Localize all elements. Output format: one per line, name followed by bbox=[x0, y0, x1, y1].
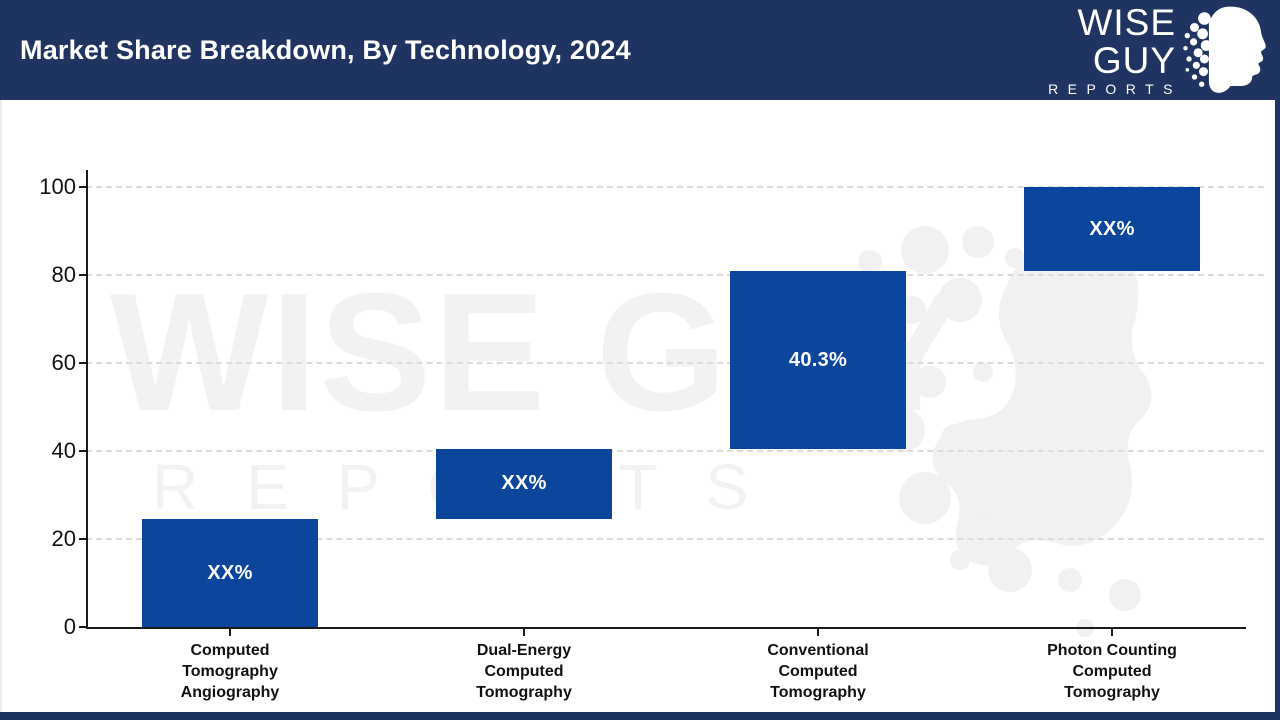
y-tick-mark bbox=[79, 538, 86, 540]
bar-value-label: 40.3% bbox=[788, 348, 848, 371]
bar-value-label: XX% bbox=[1089, 217, 1135, 240]
left-edge-line bbox=[0, 100, 2, 712]
y-gridline bbox=[86, 450, 1264, 452]
page-title: Market Share Breakdown, By Technology, 2… bbox=[20, 34, 631, 65]
footer-strip bbox=[0, 712, 1280, 720]
y-tick-mark bbox=[79, 626, 86, 628]
bar-segment: XX% bbox=[1024, 187, 1200, 272]
bar-value-label: XX% bbox=[207, 561, 253, 584]
category-label: Dual-Energy Computed Tomography bbox=[476, 642, 572, 701]
x-tick-mark bbox=[1111, 629, 1113, 636]
y-tick-label: 60 bbox=[51, 350, 76, 375]
header-bar: Market Share Breakdown, By Technology, 2… bbox=[0, 0, 1280, 100]
x-tick-mark bbox=[229, 629, 231, 636]
x-tick-mark bbox=[523, 629, 525, 636]
bar-segment: XX% bbox=[436, 448, 612, 520]
y-tick-label: 80 bbox=[51, 262, 76, 287]
category-label: Photon Counting Computed Tomography bbox=[1047, 642, 1177, 701]
y-tick-label: 20 bbox=[51, 526, 76, 551]
right-edge-strip bbox=[1275, 100, 1280, 720]
y-gridline bbox=[86, 362, 1264, 364]
x-tick-mark bbox=[817, 629, 819, 636]
category-label: Computed Tomography Angiography bbox=[180, 642, 280, 701]
y-tick-mark bbox=[79, 274, 86, 276]
y-tick-mark bbox=[79, 362, 86, 364]
wiseguy-logo-reports: REPORTS bbox=[1048, 81, 1182, 97]
bar-segment: 40.3% bbox=[730, 271, 906, 449]
wiseguy-logo-text: WISE GUY REPORTS bbox=[1002, 4, 1176, 98]
y-tick-label: 100 bbox=[39, 174, 76, 199]
bar-value-label: XX% bbox=[501, 472, 547, 495]
wiseguy-face-icon bbox=[1183, 6, 1266, 93]
x-axis-line bbox=[86, 627, 1246, 629]
wiseguy-logo-wordmark: WISE GUY bbox=[1077, 2, 1176, 81]
y-gridline bbox=[86, 538, 1264, 540]
y-gridline bbox=[86, 274, 1264, 276]
y-tick-mark bbox=[79, 450, 86, 452]
wiseguy-logo: WISE GUY REPORTS bbox=[1002, 0, 1272, 100]
y-tick-label: 0 bbox=[63, 614, 76, 639]
y-gridline bbox=[86, 186, 1264, 188]
y-tick-label: 40 bbox=[51, 438, 76, 463]
y-axis-line bbox=[86, 170, 88, 629]
category-label: Conventional Computed Tomography bbox=[767, 642, 869, 701]
bar-segment: XX% bbox=[142, 519, 318, 627]
y-tick-mark bbox=[79, 186, 86, 188]
